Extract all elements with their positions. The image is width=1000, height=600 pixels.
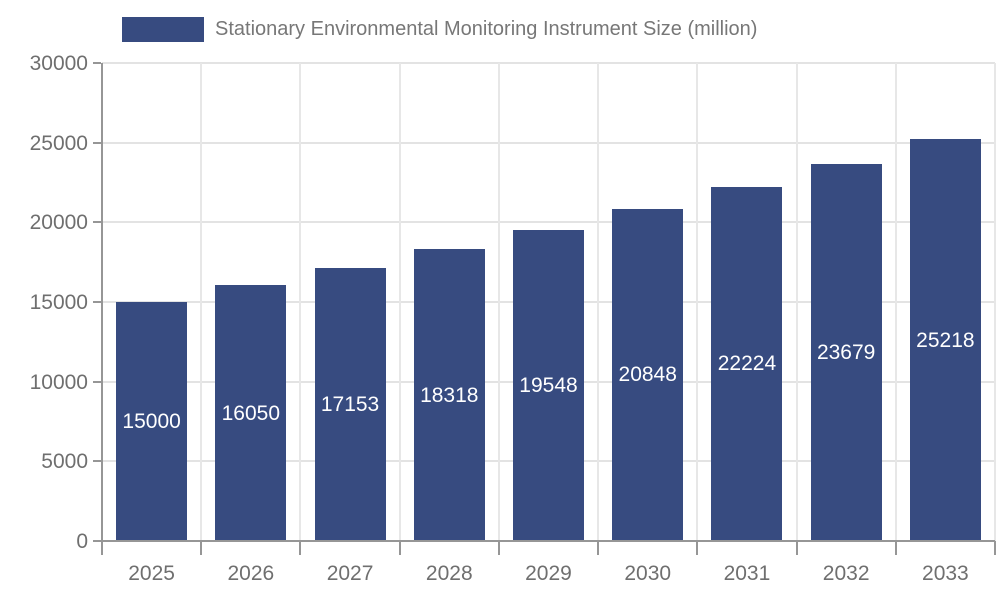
gridline-vertical [200, 63, 203, 541]
y-tick-label: 25000 [29, 131, 88, 155]
y-axis-line [101, 63, 103, 555]
y-tick-mark [93, 301, 101, 303]
y-tick-mark [93, 221, 101, 224]
gridline-horizontal [102, 62, 995, 64]
x-tick-mark [795, 541, 798, 555]
bar-value-label: 20848 [618, 363, 677, 387]
x-tick-mark [894, 541, 897, 555]
gridline-horizontal [102, 221, 995, 224]
y-tick-label: 15000 [29, 291, 88, 314]
x-tick-mark [994, 541, 996, 555]
gridline-vertical [597, 63, 600, 541]
bar: 18318 [413, 249, 485, 541]
bar-value-label: 16050 [221, 401, 281, 425]
y-tick-label: 0 [76, 530, 88, 553]
bar-value-label: 15000 [122, 410, 181, 433]
y-tick-label: 20000 [29, 211, 88, 235]
x-tick-mark [101, 541, 103, 555]
x-tick-mark [497, 541, 500, 555]
y-tick-mark [93, 460, 101, 463]
bar: 16050 [215, 285, 287, 541]
y-tick-mark [93, 540, 101, 542]
gridline-vertical [994, 63, 996, 541]
x-tick-label: 2033 [922, 562, 969, 585]
x-tick-label: 2031 [723, 562, 771, 585]
bar-value-label: 22224 [717, 352, 777, 376]
gridline-vertical [894, 63, 897, 541]
bar-value-label: 17153 [320, 392, 380, 416]
gridline-vertical [696, 63, 699, 541]
x-tick-mark [398, 541, 401, 555]
y-tick-label: 30000 [29, 52, 88, 75]
bar-value-label: 25218 [916, 328, 975, 352]
bar: 20848 [612, 208, 684, 541]
bar: 22224 [711, 186, 783, 541]
y-tick-label: 5000 [41, 450, 88, 474]
bar: 19548 [513, 229, 584, 541]
legend-swatch [122, 17, 204, 42]
x-tick-label: 2029 [525, 562, 572, 585]
bar-value-label: 18318 [420, 383, 479, 407]
gridline-horizontal [102, 141, 995, 144]
bar: 25218 [909, 139, 981, 541]
bar: 17153 [314, 267, 386, 541]
gridline-vertical [497, 63, 500, 541]
gridline-vertical [299, 63, 302, 541]
x-tick-mark [299, 541, 302, 555]
x-tick-label: 2030 [624, 562, 672, 585]
gridline-vertical [795, 63, 798, 541]
y-tick-mark [93, 380, 101, 383]
x-tick-label: 2028 [425, 562, 473, 585]
x-tick-label: 2032 [822, 562, 870, 585]
x-tick-label: 2027 [326, 562, 374, 585]
y-tick-label: 10000 [29, 370, 88, 394]
bar: 15000 [116, 302, 188, 541]
x-tick-mark [696, 541, 699, 555]
legend: Stationary Environmental Monitoring Inst… [122, 17, 757, 42]
bar-value-label: 19548 [519, 373, 578, 397]
bar-value-label: 23679 [816, 340, 876, 364]
x-tick-label: 2025 [128, 562, 175, 585]
bar: 23679 [810, 163, 882, 541]
x-tick-mark [597, 541, 600, 555]
x-tick-label: 2026 [227, 562, 275, 585]
legend-label: Stationary Environmental Monitoring Inst… [215, 18, 758, 40]
x-axis-line [102, 540, 995, 542]
y-tick-mark [93, 62, 101, 64]
x-tick-mark [200, 541, 203, 555]
gridline-vertical [398, 63, 401, 541]
y-tick-mark [93, 141, 101, 144]
